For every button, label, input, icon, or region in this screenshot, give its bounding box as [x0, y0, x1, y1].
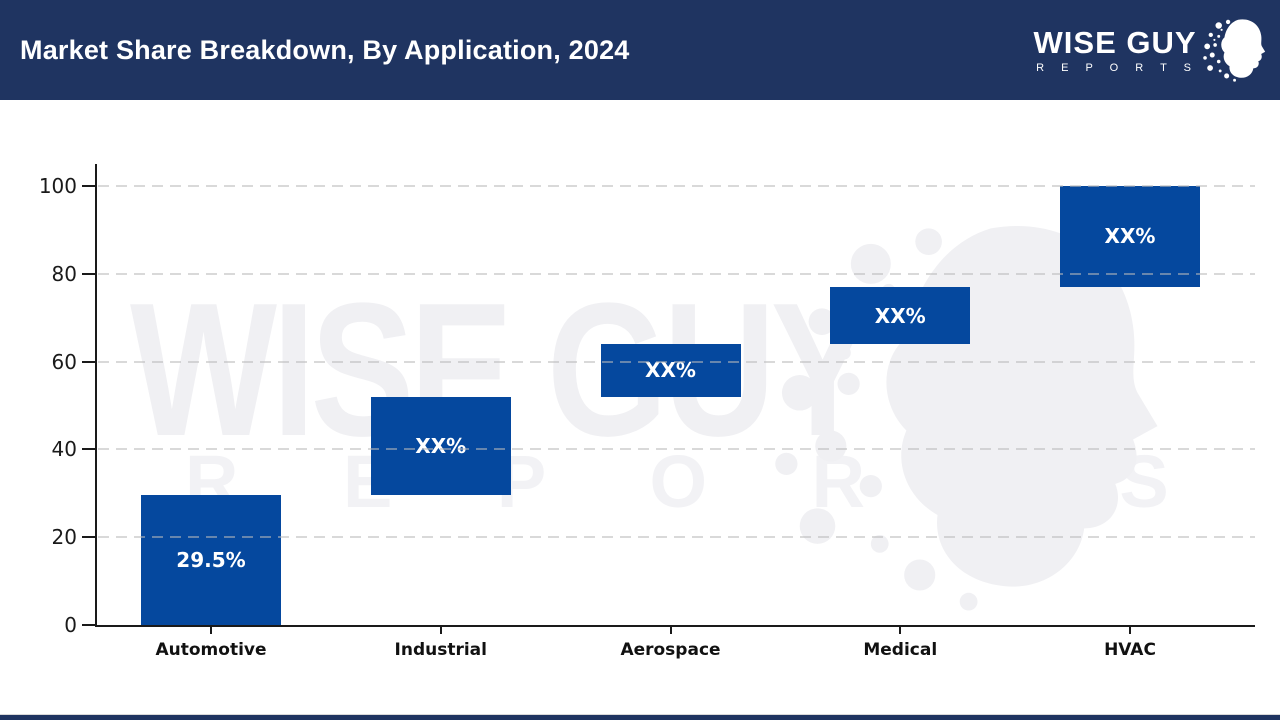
- category-label-automotive: Automotive: [155, 640, 267, 660]
- gridline-60: [98, 360, 1255, 363]
- page-title: Market Share Breakdown, By Application, …: [20, 34, 630, 65]
- category-label-hvac: HVAC: [1104, 640, 1156, 660]
- bar-medical: XX%: [830, 286, 971, 345]
- bar-automotive: 29.5%: [141, 495, 281, 625]
- brand-head-icon: [1203, 19, 1266, 82]
- bar-value-label: XX%: [415, 434, 467, 459]
- y-tick-0: [82, 624, 95, 626]
- x-tick-medical: [899, 627, 902, 634]
- gridline-20: [98, 536, 1255, 539]
- plot-area: 0 20 40 60 80 100 29.5% Automotive XX% Industrial…: [0, 100, 1280, 714]
- chart: WISE GUY R E P O R T S 0 20 40 60 80 100 29.5%…: [0, 100, 1280, 715]
- bar-value-label: XX%: [874, 303, 926, 328]
- y-tick-40: [82, 448, 95, 451]
- bar-value-label: XX%: [1104, 224, 1156, 249]
- category-label-industrial: Industrial: [394, 640, 487, 660]
- category-label-medical: Medical: [863, 640, 938, 660]
- gridline-80: [98, 272, 1255, 275]
- x-tick-industrial: [439, 627, 442, 634]
- x-tick-hvac: [1129, 627, 1131, 634]
- gridline-100: [98, 185, 1255, 187]
- x-axis-line: [95, 625, 1255, 627]
- y-tick-label-80: 80: [51, 261, 77, 286]
- y-tick-label-20: 20: [51, 525, 77, 550]
- gridline-40: [98, 448, 1255, 451]
- bar-aerospace: XX%: [600, 344, 741, 397]
- brand-subtitle: R E P O R T S: [1036, 61, 1198, 74]
- brand-wordmark: WISE GUY: [1033, 24, 1197, 60]
- y-tick-label-60: 60: [51, 349, 77, 374]
- y-tick-100: [82, 185, 95, 187]
- y-tick-80: [82, 272, 95, 275]
- x-tick-aerospace: [669, 627, 672, 634]
- y-tick-60: [82, 360, 95, 363]
- y-tick-label-0: 0: [64, 613, 77, 637]
- bar-industrial: XX%: [370, 396, 511, 496]
- x-tick-automotive: [210, 627, 212, 634]
- brand-logo: WISE GUY R E P O R T S: [1032, 8, 1272, 92]
- footer-bar: [0, 715, 1280, 720]
- brand-text: WISE GUY R E P O R T S: [1032, 27, 1198, 74]
- y-tick-label-40: 40: [51, 437, 77, 462]
- y-tick-20: [82, 536, 95, 539]
- header: Market Share Breakdown, By Application, …: [0, 0, 1280, 100]
- bar-value-label: 29.5%: [176, 548, 246, 573]
- category-label-aerospace: Aerospace: [620, 640, 721, 660]
- y-axis-line: [95, 164, 97, 627]
- y-tick-label-100: 100: [38, 174, 77, 198]
